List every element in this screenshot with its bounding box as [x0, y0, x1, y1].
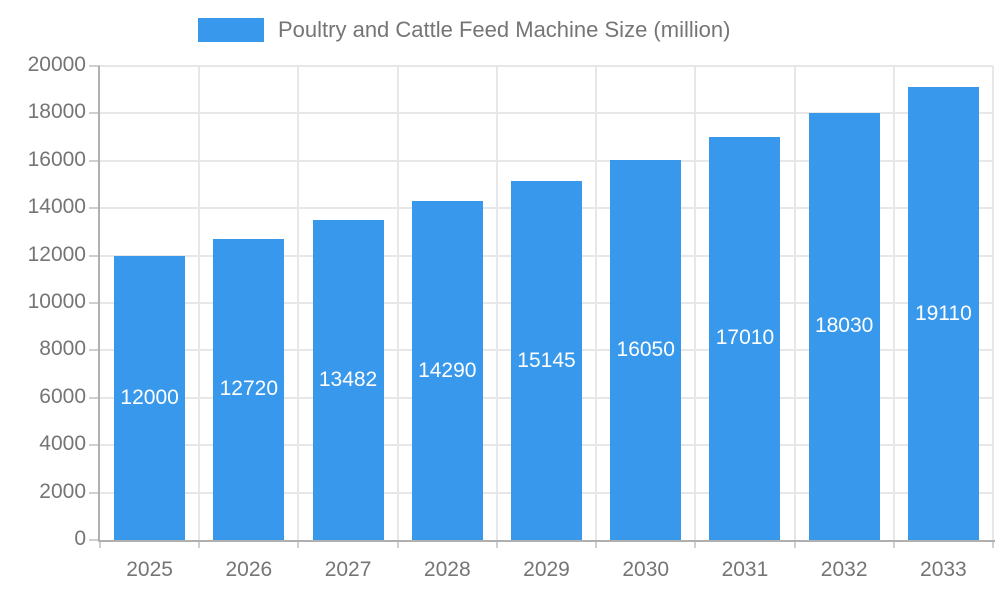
x-axis-tick: [396, 540, 399, 548]
gridline-vertical: [892, 66, 895, 540]
legend[interactable]: Poultry and Cattle Feed Machine Size (mi…: [198, 17, 730, 43]
bar[interactable]: 15145: [511, 181, 582, 540]
x-axis-tick: [99, 540, 101, 548]
gridline-horizontal: [100, 159, 993, 162]
bar-value-label: 15145: [517, 348, 576, 372]
gridline-vertical: [694, 66, 697, 540]
x-axis-tick-label: 2030: [622, 558, 670, 581]
y-axis-tick-label: 2000: [39, 479, 86, 503]
bar-value-label: 14290: [418, 358, 477, 382]
x-axis-tick-label: 2027: [324, 558, 372, 581]
gridline-vertical: [793, 66, 796, 540]
y-axis-tick-label: 6000: [39, 384, 86, 408]
bar[interactable]: 17010: [709, 136, 781, 540]
gridline-vertical: [595, 66, 598, 540]
x-axis-tick: [694, 540, 697, 548]
y-axis-tick-label: 4000: [39, 432, 86, 456]
y-axis-tick-label: 18000: [27, 100, 86, 124]
x-axis-tick-label: 2025: [126, 558, 173, 581]
bar-value-label: 16050: [616, 337, 675, 361]
bar-value-label: 12720: [219, 377, 279, 401]
y-axis-tick: [89, 112, 100, 115]
x-axis-tick-label: 2031: [721, 558, 769, 581]
y-axis-tick-label: 0: [74, 527, 86, 550]
y-axis-tick: [89, 65, 100, 67]
y-axis-tick: [89, 396, 100, 399]
x-axis-line: [98, 540, 995, 542]
x-axis-tick: [595, 540, 598, 548]
y-axis-tick: [89, 254, 100, 257]
x-axis-tick: [892, 540, 895, 548]
bar-value-label: 13482: [318, 368, 378, 392]
x-axis-tick-label: 2026: [225, 558, 273, 581]
y-axis-tick-label: 8000: [39, 337, 86, 361]
y-axis-line: [98, 66, 100, 542]
y-axis-tick: [89, 159, 100, 162]
x-axis-tick-label: 2029: [523, 558, 570, 581]
gridline-vertical: [198, 66, 201, 540]
gridline-vertical: [495, 66, 498, 540]
bar[interactable]: 12720: [213, 238, 285, 540]
bar[interactable]: 19110: [907, 87, 979, 540]
x-axis-tick: [198, 540, 201, 548]
y-axis-tick: [89, 349, 100, 352]
legend-label: Poultry and Cattle Feed Machine Size (mi…: [278, 17, 731, 42]
y-axis-tick-label: 12000: [27, 242, 86, 266]
y-axis-tick: [89, 207, 100, 210]
y-axis-tick: [89, 444, 100, 447]
bar[interactable]: 18030: [808, 112, 880, 540]
bar[interactable]: 13482: [312, 220, 384, 540]
gridline-horizontal: [100, 65, 993, 67]
bar-value-label: 19110: [914, 301, 972, 325]
gridline-horizontal: [100, 112, 993, 115]
x-axis-tick: [992, 540, 994, 548]
y-axis-tick-label: 16000: [27, 147, 86, 171]
x-axis-tick-label: 2028: [423, 558, 471, 581]
y-axis-tick: [89, 302, 100, 304]
gridline-vertical: [396, 66, 399, 540]
bar[interactable]: 12000: [114, 255, 186, 540]
y-axis-tick-label: 14000: [27, 195, 86, 219]
gridline-vertical: [992, 66, 994, 540]
bar-value-label: 18030: [814, 314, 874, 338]
x-axis-tick: [495, 540, 498, 548]
y-axis-tick-label: 20000: [27, 53, 86, 76]
bar[interactable]: 16050: [610, 159, 682, 540]
y-axis-tick: [89, 539, 100, 541]
y-axis-tick: [89, 491, 100, 494]
y-axis-tick-label: 10000: [27, 290, 86, 313]
x-axis-tick: [297, 540, 300, 548]
gridline-vertical: [297, 66, 300, 540]
legend-swatch-icon: [198, 18, 264, 42]
bar-value-label: 12000: [120, 385, 179, 409]
bar-value-label: 17010: [715, 326, 775, 350]
x-axis-tick: [793, 540, 796, 548]
x-axis-tick-label: 2032: [820, 558, 868, 581]
x-axis-tick-label: 2033: [920, 558, 967, 581]
bar[interactable]: 14290: [411, 201, 483, 540]
